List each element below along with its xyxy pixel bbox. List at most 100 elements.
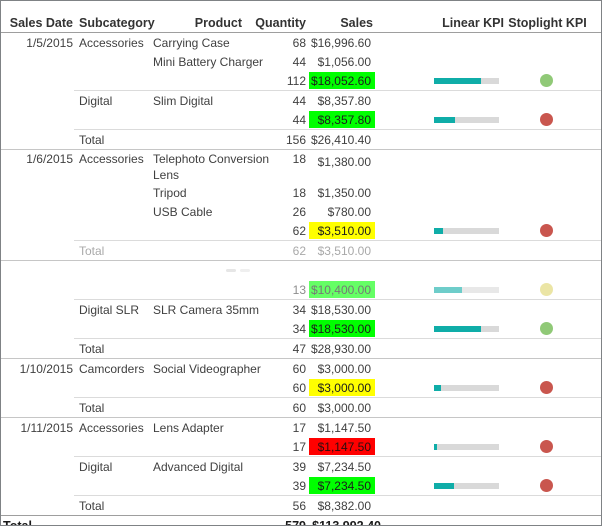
sales-cell: $7,234.50 (307, 476, 376, 495)
quantity-cell: 62 (292, 223, 306, 238)
row-separator (74, 299, 601, 300)
product-cell: Slim Digital (153, 93, 214, 108)
sales-value: $10,400.00 (309, 281, 375, 298)
sales-value: $8,357.80 (309, 111, 375, 128)
column-header-sales: Sales (340, 15, 373, 30)
quantity-cell: 17 (292, 439, 306, 454)
subcategory-cell: Total (79, 400, 105, 415)
column-header-subcategory: Subcategory (79, 15, 155, 30)
table-row: Digital Slim Digital 44 $8,357.80 (1, 91, 601, 110)
linear-kpi-bar-icon (434, 325, 499, 332)
table-row: 112 $18,052.60 (1, 71, 601, 90)
sales-value: $18,530.00 (309, 320, 375, 337)
sales-cell: $18,530.00 (307, 319, 376, 338)
linear-kpi-bar-icon (434, 443, 499, 450)
stoplight-green-icon (540, 74, 553, 87)
row-separator (1, 149, 601, 150)
quantity-cell: 579 (285, 519, 306, 526)
sales-value: $8,382.00 (317, 498, 371, 513)
quantity-cell: 60 (292, 361, 306, 376)
sales-cell: $780.00 (307, 202, 376, 221)
sales-cell: $8,357.80 (307, 91, 376, 110)
linear-kpi-bar-fill (434, 286, 462, 293)
sales-value: $8,357.80 (317, 93, 371, 108)
column-header-product: Product (194, 15, 242, 30)
linear-kpi-bar-icon (434, 384, 499, 391)
quantity-cell: 62 (292, 243, 306, 258)
linear-kpi-cell (376, 443, 506, 450)
product-cell: Carrying Case (153, 35, 230, 50)
table-row: 44 $8,357.80 (1, 110, 601, 129)
linear-kpi-cell (376, 77, 506, 84)
sales-cell: $3,510.00 (307, 221, 376, 240)
quantity-cell: 112 (286, 73, 306, 88)
table-row: 60 $3,000.00 (1, 378, 601, 397)
linear-kpi-bar-fill (434, 325, 481, 332)
sales-cell: $1,380.00 (307, 150, 376, 185)
product-cell: Mini Battery Charger (153, 54, 264, 69)
quantity-cell: 44 (292, 112, 306, 127)
product-cell (151, 269, 248, 272)
table-row: 1/10/2015 Camcorders Social Videographer 60… (1, 359, 601, 378)
row-separator (1, 260, 601, 261)
stoplight-red-icon (540, 224, 553, 237)
linear-kpi-bar-icon (434, 77, 499, 84)
linear-kpi-cell (376, 116, 506, 123)
linear-kpi-cell (376, 482, 506, 489)
table-header: Sales Date Subcategory Product Quantity … (1, 13, 601, 32)
sales-date-cell: Total (3, 519, 32, 526)
sales-cell: $18,530.00 (307, 300, 376, 319)
sales-cell: $26,410.40 (307, 130, 376, 149)
subcategory-cell: Accessories (79, 420, 144, 435)
column-header-sales-date: Sales Date (9, 15, 73, 30)
table-row: 1/6/2015 Accessories Telephoto Conversion … (1, 150, 601, 183)
linear-kpi-bar-fill (434, 482, 454, 489)
linear-kpi-bar-icon (434, 116, 499, 123)
sales-value: $1,350.00 (317, 185, 371, 200)
quantity-cell: 34 (292, 321, 306, 336)
sales-value: $3,000.00 (317, 400, 371, 415)
table-row: 39 $7,234.50 (1, 476, 601, 495)
quantity-cell: 17 (292, 420, 306, 435)
sales-cell: $3,000.00 (307, 398, 376, 417)
linear-kpi-cell (376, 150, 506, 152)
table-row: Tripod 18 $1,350.00 (1, 183, 601, 202)
linear-kpi-bar-icon (434, 286, 499, 293)
row-separator (74, 338, 601, 339)
quantity-cell: 18 (292, 152, 306, 166)
row-separator (74, 90, 601, 91)
row-separator (1, 515, 601, 516)
sales-cell: $16,996.60 (307, 33, 376, 52)
table-row: Total 62 $3,510.00 (1, 241, 601, 260)
sales-date-cell: 1/10/2015 (19, 361, 73, 376)
sales-cell: $10,400.00 (307, 280, 376, 299)
stoplight-kpi-cell (506, 224, 601, 237)
table-row: Total 156 $26,410.40 (1, 130, 601, 149)
sales-value: $1,056.00 (317, 54, 371, 69)
table-row: 1/11/2015 Accessories Lens Adapter 17 $1,147… (1, 418, 601, 437)
quantity-cell: 34 (292, 302, 306, 317)
stoplight-red-icon (540, 113, 553, 126)
sales-value: $3,510.00 (317, 243, 371, 258)
table-row: 34 $18,530.00 (1, 319, 601, 338)
faded-text-artifact (226, 269, 236, 272)
table-body: 1/5/2015 Accessories Carrying Case 68 $16,99… (1, 33, 601, 526)
subcategory-cell: Digital SLR (79, 302, 140, 317)
stoplight-kpi-cell (506, 440, 601, 453)
sales-date-cell: 1/6/2015 (26, 152, 73, 166)
quantity-cell: 68 (292, 35, 306, 50)
table-row: 17 $1,147.50 (1, 437, 601, 456)
sales-cell: $113,992.40 (307, 516, 381, 526)
quantity-cell: 13 (292, 282, 306, 297)
quantity-cell: 18 (292, 185, 306, 200)
subcategory-cell: Total (79, 498, 105, 513)
row-separator (74, 495, 601, 496)
stoplight-kpi-cell (506, 283, 601, 296)
table-row: Total 60 $3,000.00 (1, 398, 601, 417)
product-cell: Tripod (153, 185, 187, 200)
sales-value: $7,234.50 (309, 477, 375, 494)
table-row: Total 47 $28,930.00 (1, 339, 601, 358)
sales-cell: $1,147.50 (307, 418, 376, 437)
sales-value: $18,052.60 (309, 72, 375, 89)
